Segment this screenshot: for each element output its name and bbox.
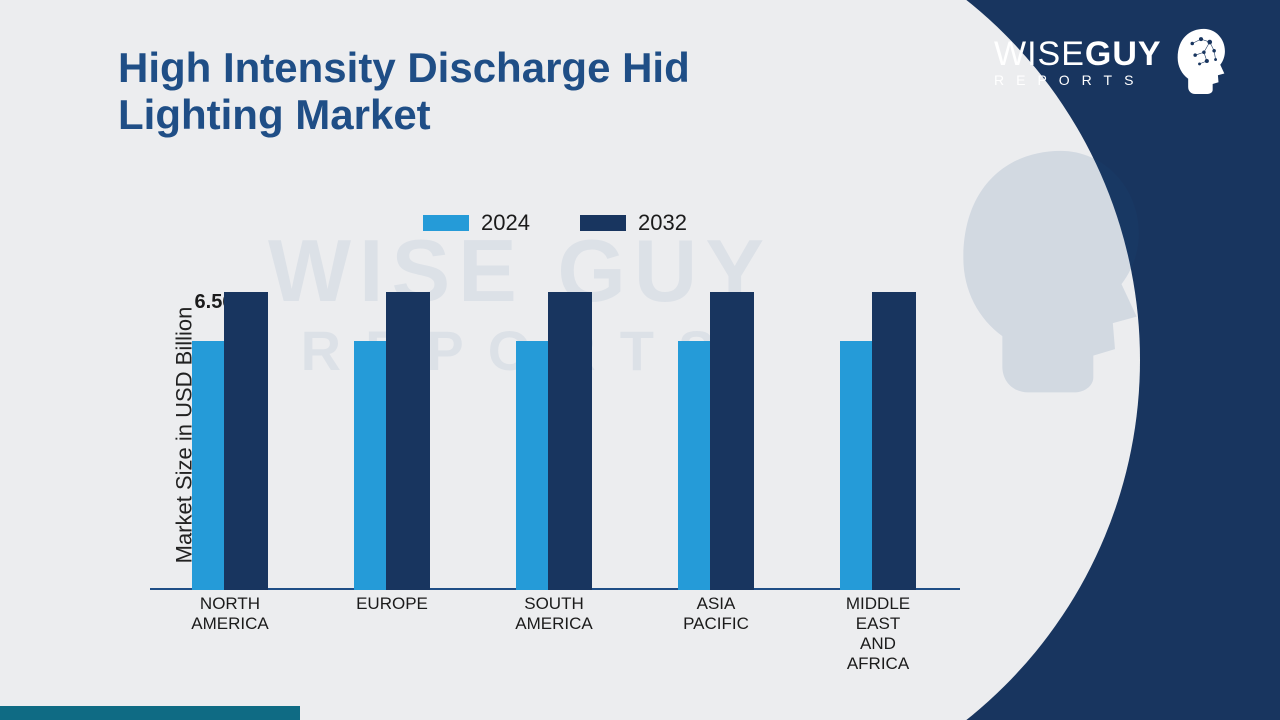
stage: WISEGUY REPORTS High Intensit [0, 0, 1280, 720]
logo-text-wise: WISE [994, 35, 1085, 73]
category-label: MIDDLEEASTANDAFRICA [808, 594, 948, 674]
bar [224, 292, 268, 590]
category-label: ASIAPACIFIC [646, 594, 786, 634]
bottom-strip [0, 706, 300, 720]
logo-text-reports: REPORTS [994, 72, 1162, 88]
logo-head-icon [1166, 26, 1236, 96]
legend-item: 2032 [580, 210, 687, 236]
brand-logo: WISEGUY REPORTS [994, 26, 1254, 96]
legend-label: 2032 [638, 210, 687, 236]
plot-area: 20242032 6.56 [150, 210, 960, 590]
category-label: SOUTHAMERICA [484, 594, 624, 634]
chart-title: High Intensity Discharge Hid Lighting Ma… [118, 44, 758, 138]
legend-swatch [423, 215, 469, 231]
logo-text-guy: GUY [1085, 35, 1162, 73]
legend-item: 2024 [423, 210, 530, 236]
legend-swatch [580, 215, 626, 231]
bar [872, 292, 916, 590]
category-label: EUROPE [322, 594, 462, 614]
bar [386, 292, 430, 590]
legend: 2024 2032 [150, 210, 960, 236]
category-label: NORTHAMERICA [160, 594, 300, 634]
x-axis-labels: NORTHAMERICA EUROPE SOUTHAMERICA ASIAPACIFI… [150, 594, 960, 694]
bar [548, 292, 592, 590]
bar [710, 292, 754, 590]
legend-label: 2024 [481, 210, 530, 236]
bar-chart: Market Size in USD Billion 20242032 6.56… [100, 170, 980, 700]
